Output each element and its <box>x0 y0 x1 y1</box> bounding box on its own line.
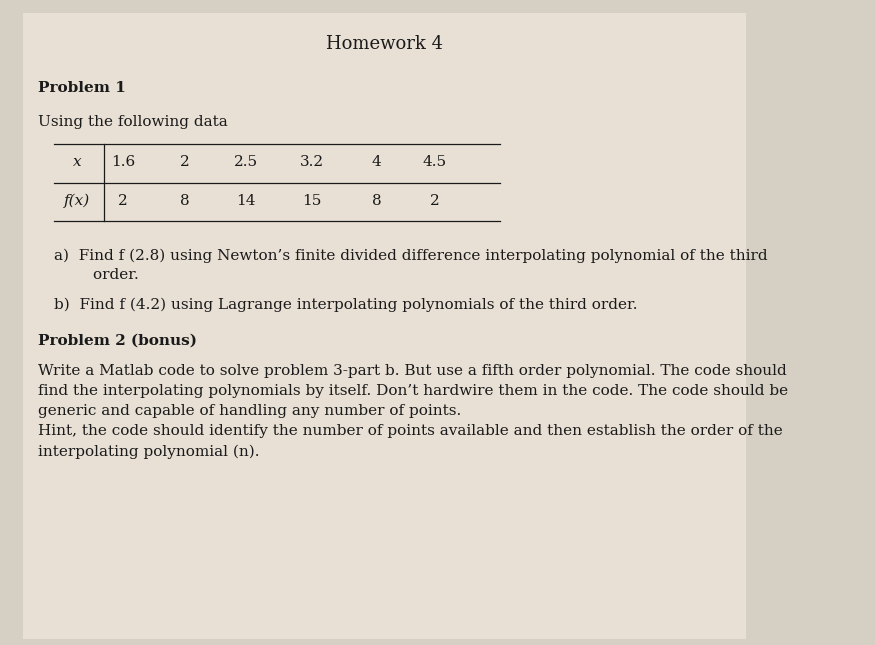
Text: 2: 2 <box>118 194 128 208</box>
Text: 4.5: 4.5 <box>423 155 446 169</box>
Text: 15: 15 <box>302 194 321 208</box>
Text: Using the following data: Using the following data <box>38 115 228 129</box>
Text: 2: 2 <box>430 194 439 208</box>
Text: 2.5: 2.5 <box>234 155 258 169</box>
Text: 1.6: 1.6 <box>111 155 135 169</box>
FancyBboxPatch shape <box>23 13 746 639</box>
Text: 14: 14 <box>236 194 256 208</box>
Text: Write a Matlab code to solve problem 3-part b. But use a fifth order polynomial.: Write a Matlab code to solve problem 3-p… <box>38 364 788 459</box>
Text: 8: 8 <box>372 194 382 208</box>
Text: 8: 8 <box>179 194 189 208</box>
Text: 4: 4 <box>372 155 382 169</box>
Text: x: x <box>73 155 81 169</box>
Text: a)  Find f (2.8) using Newton’s finite divided difference interpolating polynomi: a) Find f (2.8) using Newton’s finite di… <box>54 248 767 283</box>
Text: Homework 4: Homework 4 <box>326 35 443 54</box>
Text: Problem 1: Problem 1 <box>38 81 126 95</box>
Text: 2: 2 <box>179 155 190 169</box>
Text: 3.2: 3.2 <box>299 155 324 169</box>
Text: Problem 2 (bonus): Problem 2 (bonus) <box>38 334 198 348</box>
Text: b)  Find f (4.2) using Lagrange interpolating polynomials of the third order.: b) Find f (4.2) using Lagrange interpola… <box>54 298 637 312</box>
Text: f(x): f(x) <box>64 194 90 208</box>
